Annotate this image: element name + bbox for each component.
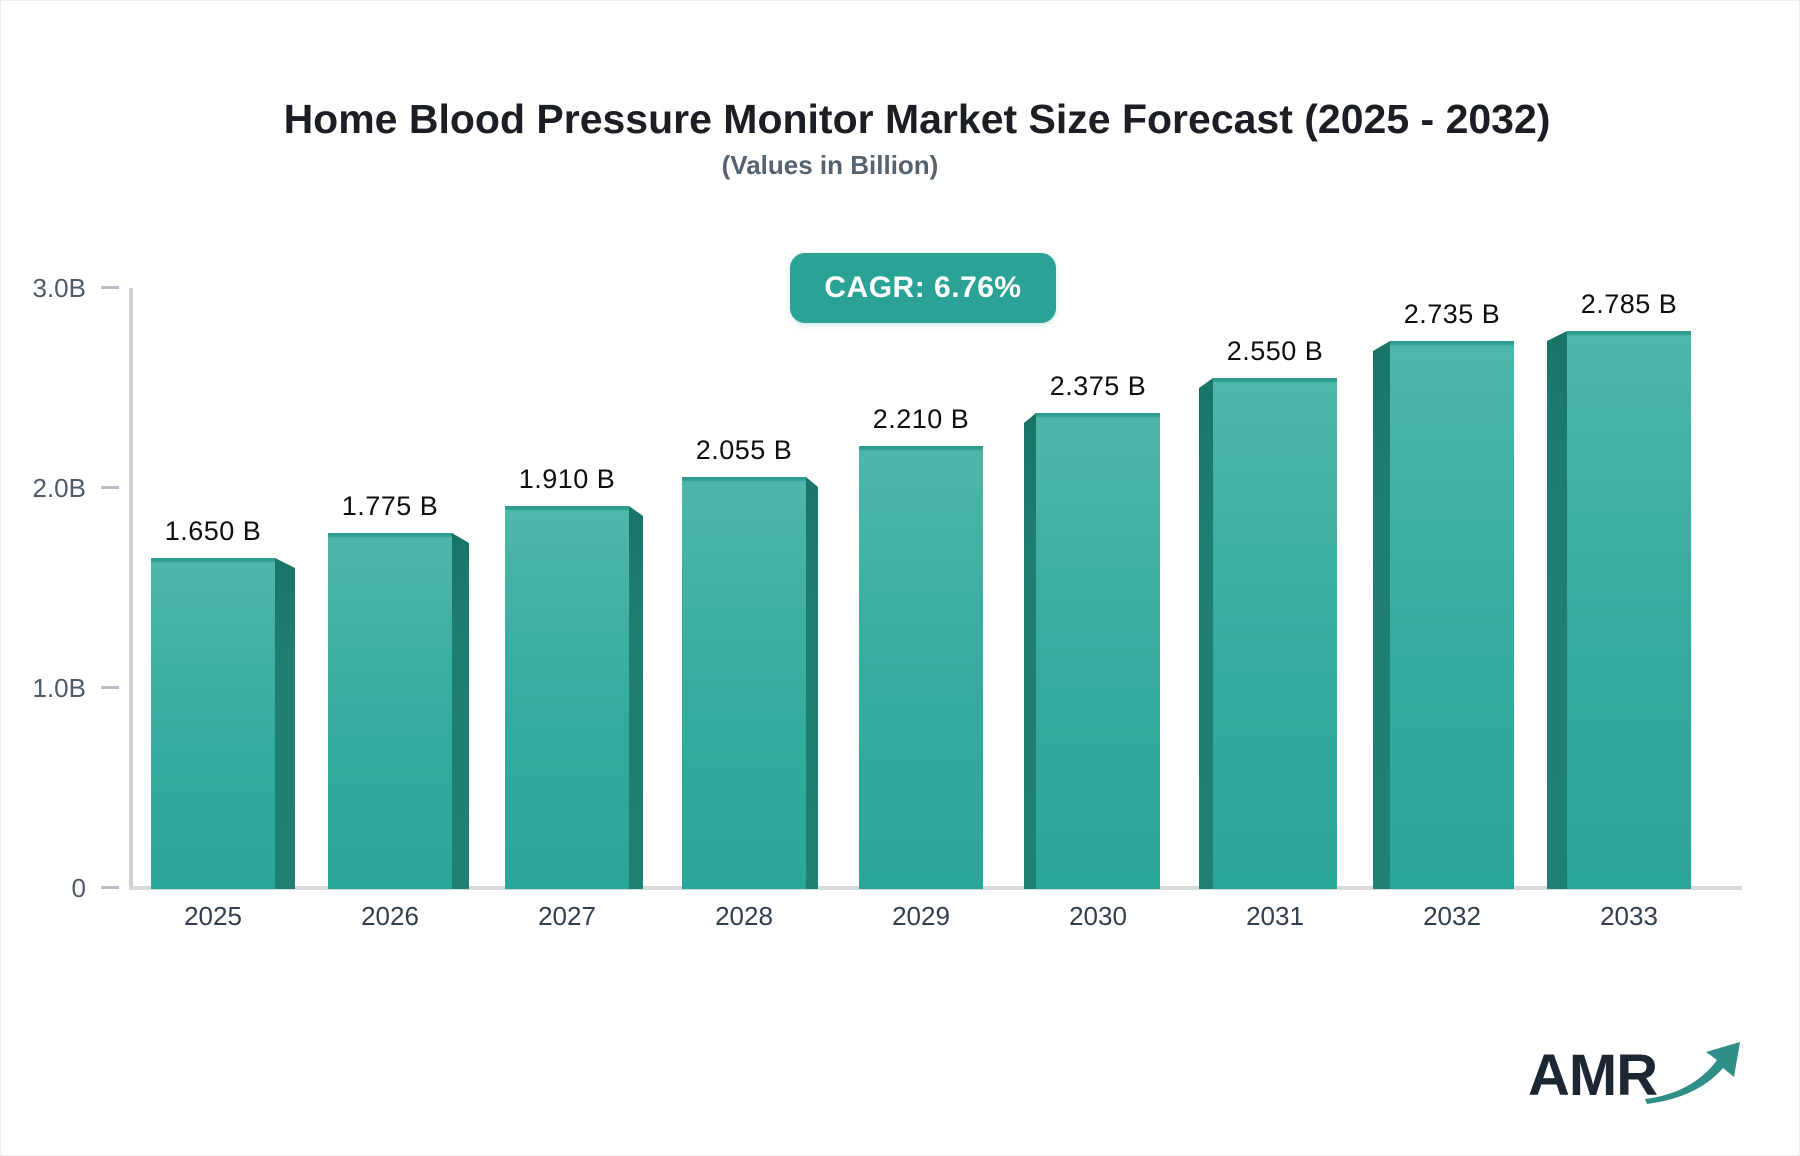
bar-2031 — [1213, 378, 1337, 889]
bar-2032 — [1390, 341, 1514, 889]
bar-2026 — [328, 533, 452, 889]
x-tick-label: 2032 — [1423, 901, 1481, 931]
bar-side-2027 — [629, 506, 643, 889]
y-tick-mark — [101, 686, 119, 689]
y-tick-mark — [101, 486, 119, 489]
bar-side-2033 — [1547, 331, 1567, 889]
bar-2025 — [151, 558, 275, 889]
bar-value-label: 1.650 B — [164, 516, 262, 546]
x-tick-label: 2027 — [538, 901, 596, 931]
x-tick-label: 2025 — [184, 901, 242, 931]
y-tick-label: 1.0B — [32, 673, 87, 703]
x-tick-label: 2026 — [361, 901, 419, 931]
bar-value-label: 1.910 B — [518, 464, 616, 494]
bar-value-label: 2.375 B — [1049, 371, 1147, 401]
cagr-badge-label: CAGR: 6.76% — [824, 271, 1022, 304]
bar-value-label: 2.210 B — [872, 404, 970, 434]
y-tick-mark — [101, 886, 119, 889]
chart-subtitle: (Values in Billion) — [721, 150, 939, 180]
bar-value-label: 2.735 B — [1403, 299, 1501, 329]
x-tick-label: 2033 — [1600, 901, 1658, 931]
bar-2029 — [859, 446, 983, 889]
bar-2033 — [1567, 331, 1691, 889]
y-axis-line — [129, 288, 133, 890]
bar-2030 — [1036, 413, 1160, 889]
bar-value-label: 2.550 B — [1226, 336, 1324, 366]
x-tick-label: 2031 — [1246, 901, 1304, 931]
chart-title: Home Blood Pressure Monitor Market Size … — [283, 96, 1551, 142]
x-tick-label: 2030 — [1069, 901, 1127, 931]
amr-logo: AMR — [1528, 1030, 1748, 1120]
bar-value-label: 1.775 B — [341, 491, 439, 521]
x-tick-label: 2028 — [715, 901, 773, 931]
bar-side-2032 — [1373, 341, 1390, 889]
bar-2028 — [682, 477, 806, 889]
y-tick-label: 2.0B — [32, 473, 87, 503]
bar-side-2031 — [1199, 378, 1213, 889]
growth-arrow-icon — [1645, 1042, 1741, 1104]
amr-logo-text: AMR — [1528, 1042, 1658, 1108]
y-tick-mark — [101, 286, 119, 289]
x-tick-label: 2029 — [892, 901, 950, 931]
bar-side-2030 — [1024, 413, 1036, 889]
bar-side-2025 — [275, 558, 295, 889]
y-tick-label: 0 — [71, 873, 86, 903]
bar-value-label: 2.785 B — [1580, 289, 1678, 319]
cagr-badge: CAGR: 6.76% — [790, 253, 1056, 323]
bar-value-label: 2.055 B — [695, 435, 793, 465]
bar-side-2028 — [806, 477, 818, 889]
bar-2027 — [505, 506, 629, 889]
bar-side-2026 — [452, 533, 469, 889]
y-tick-label: 3.0B — [32, 273, 87, 303]
